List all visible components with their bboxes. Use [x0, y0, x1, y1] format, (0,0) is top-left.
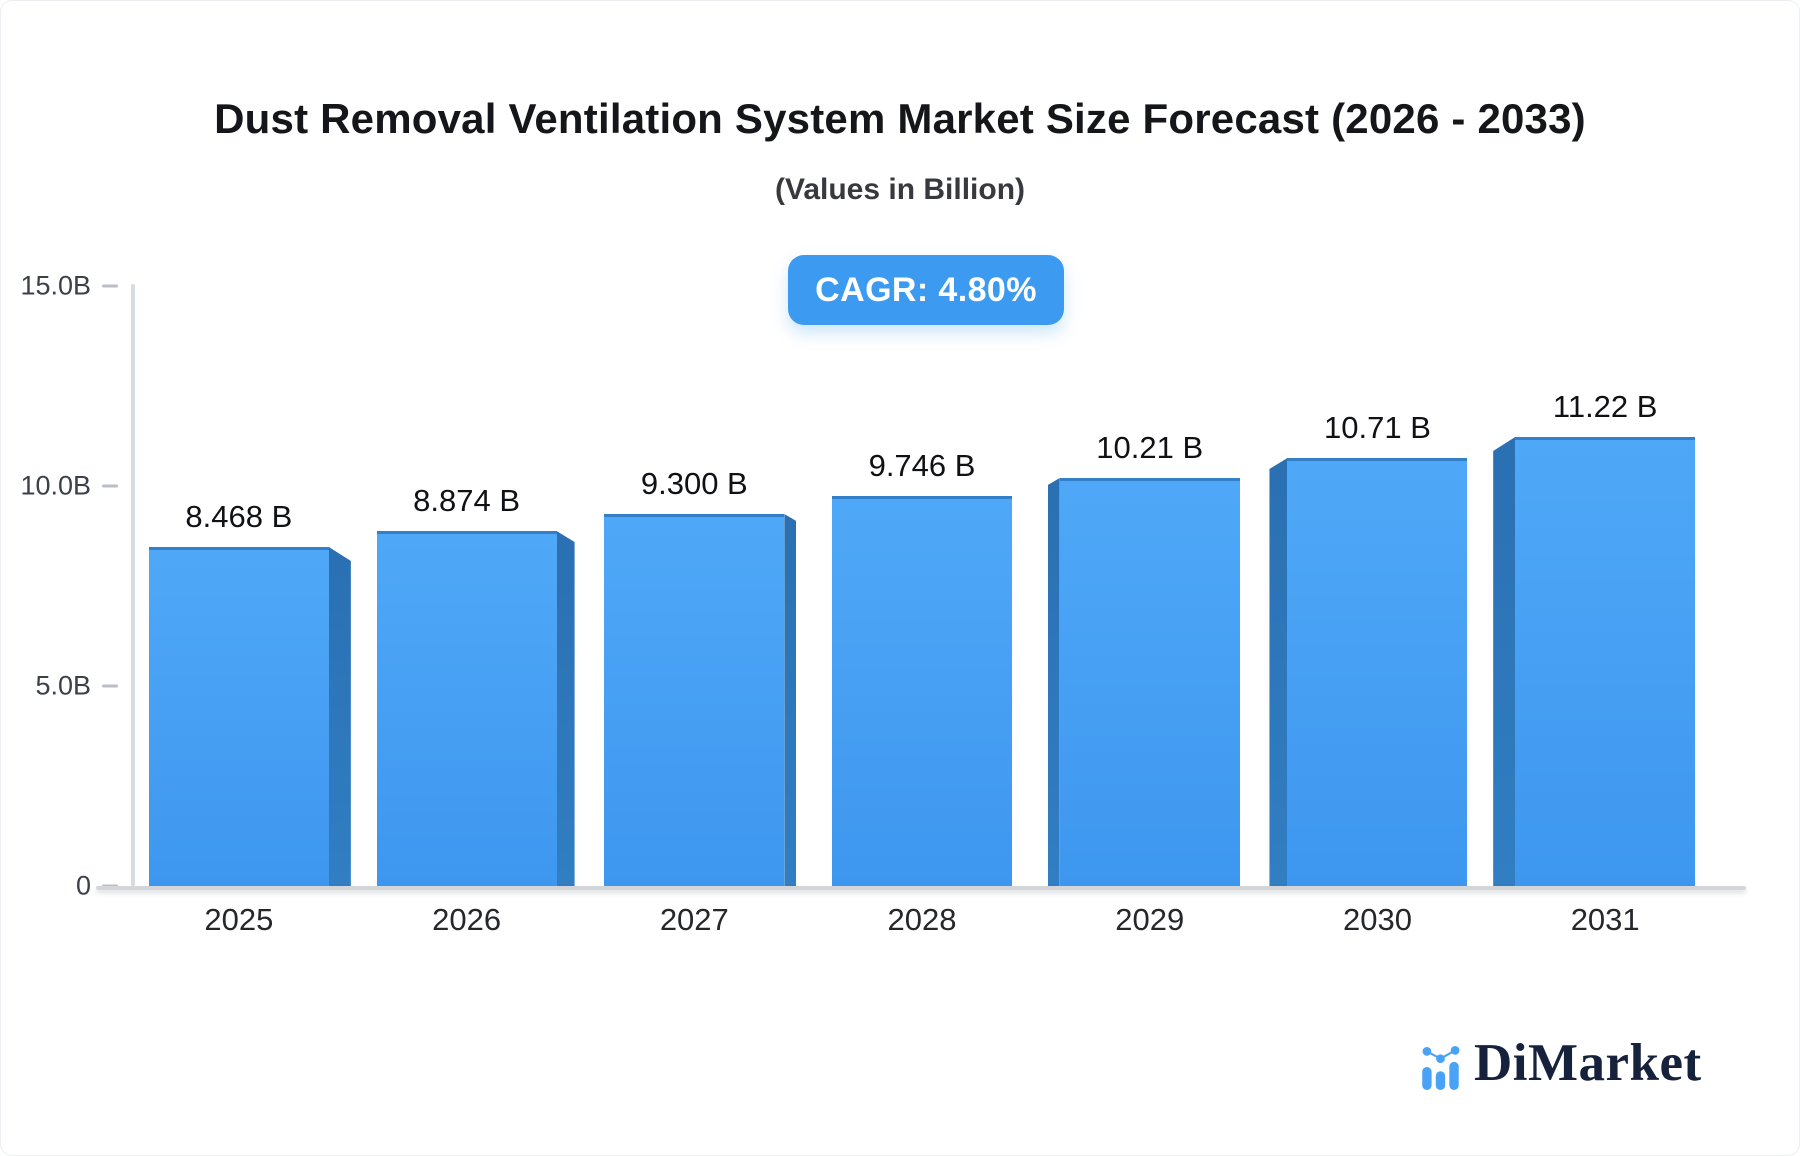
bar-group: 10.71 B 2030 [1264, 286, 1492, 937]
bar-group: 9.746 B 2028 [808, 286, 1036, 937]
bar-group: 10.21 B 2029 [1036, 286, 1264, 937]
bar-3d-side [784, 514, 797, 886]
cagr-badge: CAGR: 4.80% [788, 255, 1064, 325]
bar-group: 9.300 B 2027 [580, 286, 808, 937]
bar-group: 8.468 B 2025 [125, 286, 353, 937]
dimarket-logo-icon [1422, 1045, 1460, 1090]
bar-value-label: 9.300 B [640, 466, 748, 501]
bar-value-label: 10.21 B [1096, 430, 1204, 465]
x-axis-label: 2025 [204, 902, 274, 937]
y-tick-mark [102, 284, 118, 288]
bar [832, 496, 1013, 886]
bar-value-label: 9.746 B [868, 448, 976, 483]
y-tick-label: 15.0B [20, 270, 91, 301]
bar-group: 8.874 B 2026 [353, 286, 581, 937]
x-axis-label: 2029 [1115, 902, 1185, 937]
bar [1269, 458, 1468, 886]
bar-value-label: 8.874 B [413, 483, 521, 518]
bar-3d-side [1493, 437, 1516, 886]
y-tick-mark [102, 484, 118, 488]
bar-3d-side [1047, 478, 1060, 886]
bar-group: 11.22 B 2031 [1491, 286, 1719, 937]
y-tick-mark [102, 684, 118, 688]
x-axis-label: 2031 [1570, 902, 1640, 937]
y-tick-label: 5.0B [35, 670, 91, 701]
bar-3d-side [1269, 458, 1288, 886]
bar [1047, 478, 1240, 886]
chart-subtitle: (Values in Billion) [774, 173, 1026, 206]
chart-title: Dust Removal Ventilation System Market S… [214, 95, 1586, 142]
bar [604, 514, 797, 886]
y-tick-label: 0 [75, 870, 91, 901]
y-tick-label: 10.0B [20, 470, 91, 501]
x-axis-label: 2028 [887, 902, 957, 937]
x-axis-label: 2027 [659, 902, 729, 937]
dimarket-logo-text: DiMarket [1474, 1034, 1702, 1092]
y-axis: 0 5.0B 10.0B 15.0B [1, 271, 1799, 901]
cagr-badge-label: CAGR: 4.80% [815, 270, 1037, 309]
bar-3d-side [328, 547, 351, 886]
bars-container: 8.468 B 2025 8.874 B 2026 9.300 B 2027 9.746 B… [125, 286, 1719, 937]
bar-3d-side [556, 531, 575, 886]
x-axis-line [96, 886, 1746, 890]
bar [148, 547, 351, 886]
y-axis-line [131, 284, 135, 886]
dimarket-logo: DiMarket [1421, 1037, 1702, 1090]
bar-value-label: 11.22 B [1552, 389, 1658, 424]
x-axis-label: 2026 [432, 902, 502, 937]
x-axis-label: 2030 [1342, 902, 1412, 937]
bar-value-label: 8.468 B [185, 499, 293, 534]
bar [1493, 437, 1696, 886]
bar-value-label: 10.71 B [1324, 410, 1431, 445]
bar [376, 531, 575, 886]
